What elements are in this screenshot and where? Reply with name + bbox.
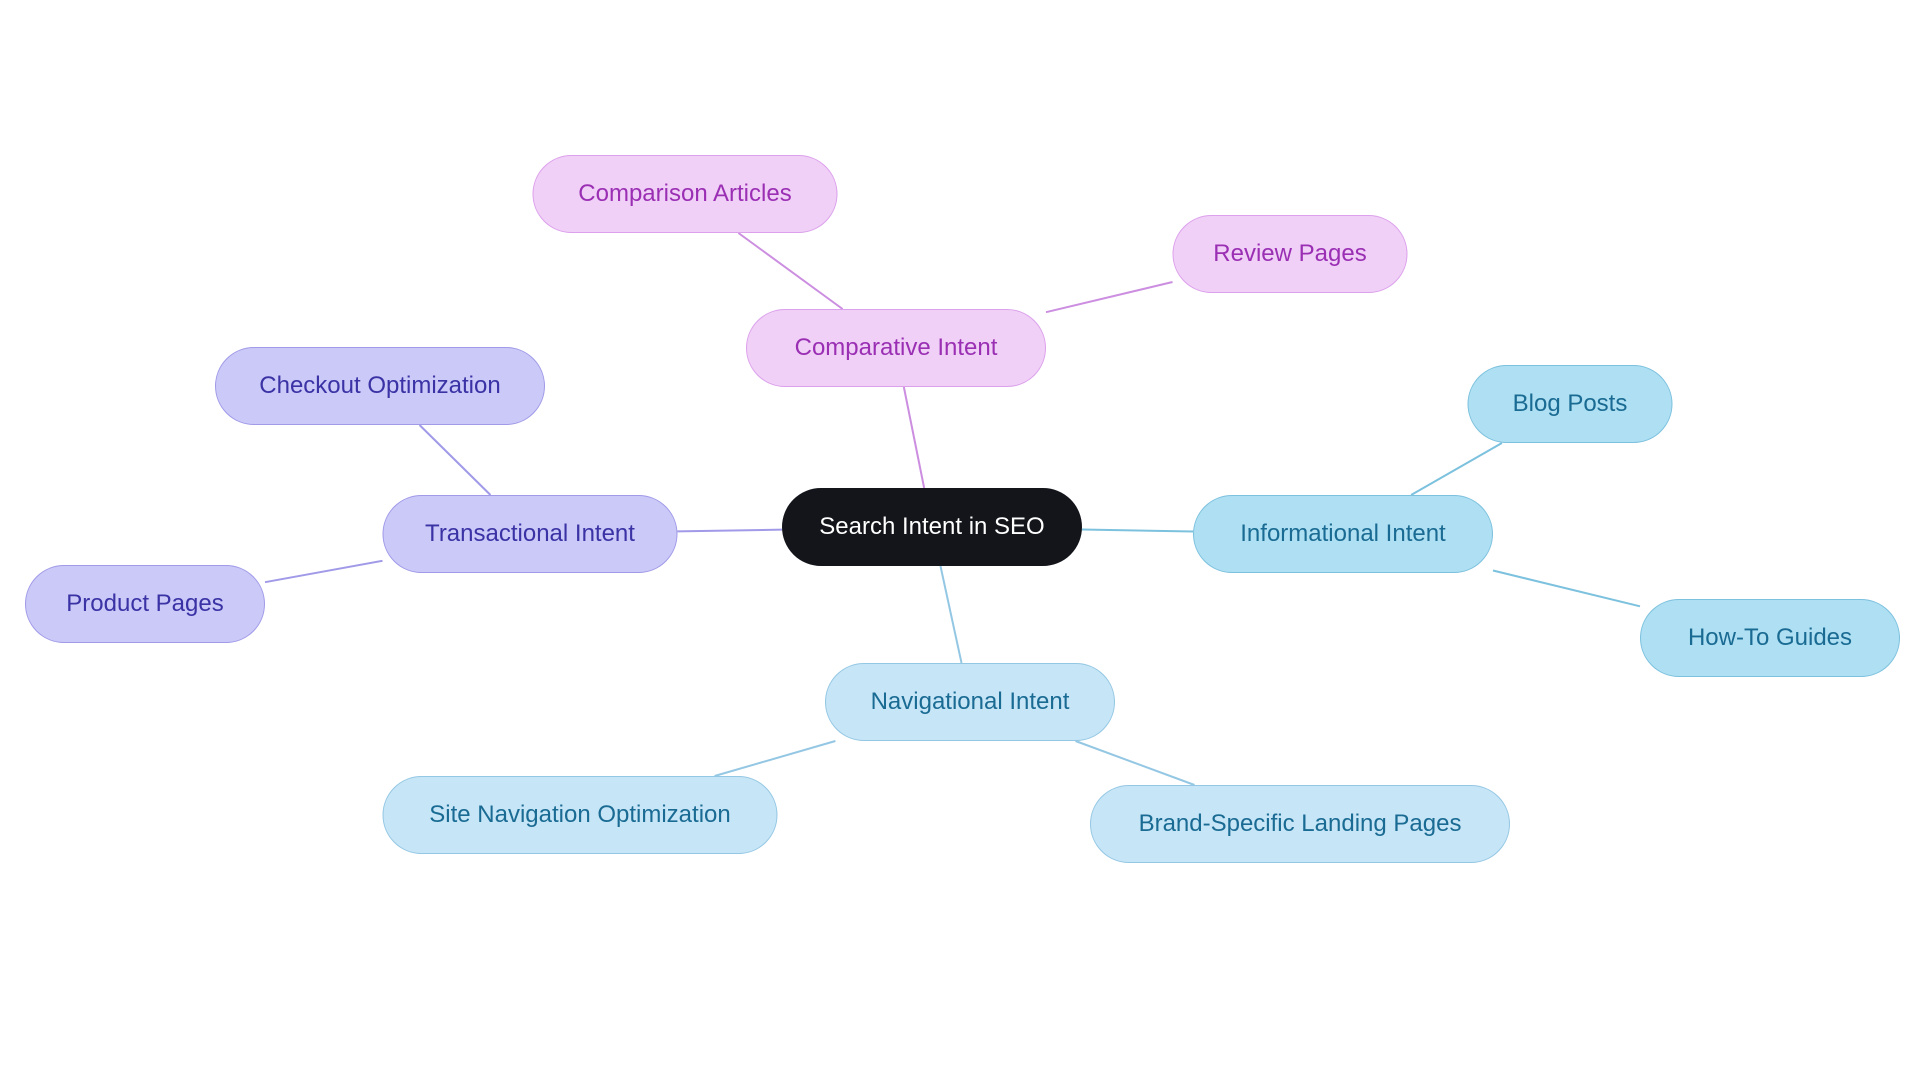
edge-navigational-brand_landing xyxy=(1075,741,1194,785)
edge-root-navigational xyxy=(940,566,961,663)
edge-navigational-site_nav_opt xyxy=(715,741,836,776)
node-product_pages: Product Pages xyxy=(25,565,265,643)
edge-informational-blog_posts xyxy=(1411,443,1502,495)
node-label: Navigational Intent xyxy=(871,688,1070,716)
node-label: Comparison Articles xyxy=(578,180,791,208)
node-blog_posts: Blog Posts xyxy=(1468,365,1673,443)
edge-transactional-checkout_opt xyxy=(420,425,491,495)
node-label: Transactional Intent xyxy=(425,520,635,548)
node-comparison_articles: Comparison Articles xyxy=(533,155,838,233)
node-root: Search Intent in SEO xyxy=(782,488,1082,566)
node-label: Site Navigation Optimization xyxy=(429,801,730,829)
node-label: Brand-Specific Landing Pages xyxy=(1139,810,1462,838)
node-label: Blog Posts xyxy=(1513,390,1628,418)
edge-root-comparative xyxy=(904,387,924,488)
node-howto_guides: How-To Guides xyxy=(1640,599,1900,677)
node-label: Review Pages xyxy=(1213,240,1366,268)
edge-root-informational xyxy=(1082,530,1193,532)
node-label: Checkout Optimization xyxy=(259,372,500,400)
node-transactional: Transactional Intent xyxy=(383,495,678,573)
node-comparative: Comparative Intent xyxy=(746,309,1046,387)
node-site_nav_opt: Site Navigation Optimization xyxy=(383,776,778,854)
node-label: Informational Intent xyxy=(1240,520,1445,548)
node-brand_landing: Brand-Specific Landing Pages xyxy=(1090,785,1510,863)
node-review_pages: Review Pages xyxy=(1173,215,1408,293)
edge-transactional-product_pages xyxy=(265,561,383,582)
node-label: Comparative Intent xyxy=(795,334,998,362)
edge-root-transactional xyxy=(678,530,783,532)
edge-comparative-comparison_articles xyxy=(738,233,842,309)
node-label: How-To Guides xyxy=(1688,624,1852,652)
mindmap-canvas: Search Intent in SEO Comparative Intent Co… xyxy=(0,0,1920,1083)
node-checkout_opt: Checkout Optimization xyxy=(215,347,545,425)
node-navigational: Navigational Intent xyxy=(825,663,1115,741)
edge-comparative-review_pages xyxy=(1046,282,1173,312)
edge-informational-howto_guides xyxy=(1493,571,1640,607)
node-informational: Informational Intent xyxy=(1193,495,1493,573)
node-label: Product Pages xyxy=(66,590,223,618)
node-label: Search Intent in SEO xyxy=(819,513,1044,541)
